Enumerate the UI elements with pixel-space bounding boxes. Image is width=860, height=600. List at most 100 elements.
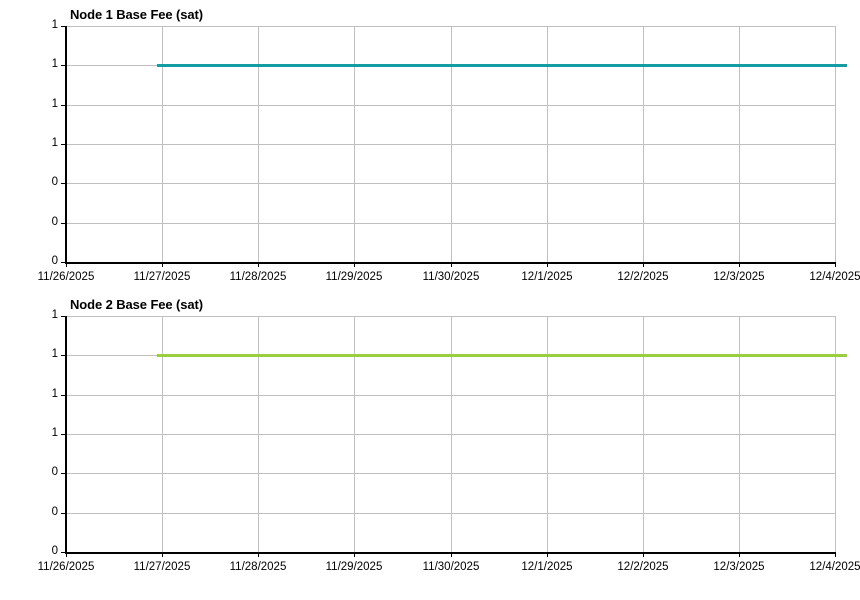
x-axis-tick xyxy=(451,552,452,557)
gridline-vertical xyxy=(258,26,259,262)
y-axis-line xyxy=(65,316,67,553)
gridline-vertical xyxy=(451,26,452,262)
x-axis-label: 12/3/2025 xyxy=(713,561,765,573)
y-axis-tick xyxy=(61,552,66,553)
y-axis-label: 1 xyxy=(51,137,58,149)
gridline-horizontal xyxy=(66,316,835,317)
gridline-vertical xyxy=(547,316,548,552)
gridline-vertical xyxy=(835,316,836,552)
y-axis-label: 0 xyxy=(51,176,58,188)
y-axis-line xyxy=(65,26,67,263)
x-axis-label: 12/4/2025 xyxy=(809,271,860,283)
y-axis-label: 0 xyxy=(51,216,58,228)
y-axis-tick xyxy=(61,513,66,514)
gridline-horizontal xyxy=(66,26,835,27)
gridline-vertical xyxy=(258,316,259,552)
y-axis-tick xyxy=(61,144,66,145)
gridline-vertical xyxy=(451,316,452,552)
x-axis-tick xyxy=(643,552,644,557)
y-axis-tick xyxy=(61,355,66,356)
chart-title: Node 1 Base Fee (sat) xyxy=(70,7,204,22)
x-axis-label: 11/26/2025 xyxy=(37,561,95,573)
gridline-horizontal xyxy=(66,513,835,514)
y-axis-tick xyxy=(61,316,66,317)
x-axis-tick xyxy=(162,262,163,267)
y-axis-label: 0 xyxy=(51,506,58,518)
x-axis-tick xyxy=(66,262,67,267)
x-axis-tick xyxy=(643,262,644,267)
chart-title: Node 2 Base Fee (sat) xyxy=(70,297,204,312)
plot-area: 1 1 1 1 0 0 0 11/26/2025 11/27/2025 11/28/2025 11/… xyxy=(38,19,860,282)
x-axis-tick xyxy=(547,262,548,267)
x-axis-line xyxy=(65,262,836,264)
x-axis-label: 11/29/2025 xyxy=(325,271,383,283)
x-axis-label: 12/2/2025 xyxy=(617,561,669,573)
gridline-vertical xyxy=(643,26,644,262)
plot-area: 1 1 1 1 0 0 0 11/26/2025 11/27/2025 11/28/2025 11/… xyxy=(38,309,860,572)
x-axis-label: 11/26/2025 xyxy=(37,271,95,283)
gridline-horizontal xyxy=(66,473,835,474)
x-axis-tick xyxy=(835,262,836,267)
gridline-vertical xyxy=(739,26,740,262)
x-axis-label: 11/30/2025 xyxy=(422,271,480,283)
x-axis-label: 12/3/2025 xyxy=(713,271,765,283)
gridline-vertical xyxy=(354,26,355,262)
y-axis-label: 1 xyxy=(51,388,58,400)
x-axis-label: 12/2/2025 xyxy=(617,271,669,283)
x-axis-label: 11/30/2025 xyxy=(422,561,480,573)
y-axis-label: 1 xyxy=(51,309,58,321)
y-axis-tick xyxy=(61,65,66,66)
y-axis-tick xyxy=(61,105,66,106)
gridline-horizontal xyxy=(66,144,835,145)
gridline-vertical xyxy=(354,316,355,552)
y-axis-label: 1 xyxy=(51,348,58,360)
y-axis-tick xyxy=(61,395,66,396)
gridline-vertical xyxy=(643,316,644,552)
x-axis-label: 11/29/2025 xyxy=(325,561,383,573)
y-axis-tick xyxy=(61,26,66,27)
gridline-vertical xyxy=(162,26,163,262)
y-axis-label: 1 xyxy=(51,19,58,31)
gridline-horizontal xyxy=(66,183,835,184)
gridline-vertical xyxy=(547,26,548,262)
x-axis-tick xyxy=(354,552,355,557)
x-axis-tick xyxy=(739,552,740,557)
x-axis-label: 11/27/2025 xyxy=(133,271,191,283)
x-axis-tick xyxy=(66,552,67,557)
y-axis-label: 1 xyxy=(51,58,58,70)
x-axis-tick xyxy=(258,552,259,557)
x-axis-line xyxy=(65,552,836,554)
y-axis-tick xyxy=(61,223,66,224)
gridline-horizontal xyxy=(66,105,835,106)
x-axis-tick xyxy=(162,552,163,557)
x-axis-label: 11/27/2025 xyxy=(133,561,191,573)
gridline-vertical xyxy=(739,316,740,552)
x-axis-tick xyxy=(835,552,836,557)
gridline-horizontal xyxy=(66,434,835,435)
x-axis-label: 11/28/2025 xyxy=(229,561,287,573)
gridline-vertical xyxy=(162,316,163,552)
x-axis-tick xyxy=(258,262,259,267)
x-axis-label: 12/4/2025 xyxy=(809,561,860,573)
x-axis-label: 11/28/2025 xyxy=(229,271,287,283)
y-axis-label: 0 xyxy=(51,255,58,267)
gridline-horizontal xyxy=(66,223,835,224)
gridline-vertical xyxy=(835,26,836,262)
series-line xyxy=(157,64,847,67)
y-axis-tick xyxy=(61,183,66,184)
x-axis-tick xyxy=(547,552,548,557)
series-line xyxy=(157,354,847,357)
x-axis-tick xyxy=(354,262,355,267)
y-axis-label: 1 xyxy=(51,98,58,110)
y-axis-tick xyxy=(61,473,66,474)
y-axis-tick xyxy=(61,434,66,435)
x-axis-label: 12/1/2025 xyxy=(521,271,573,283)
y-axis-tick xyxy=(61,262,66,263)
chart-panel-node-2: Node 2 Base Fee (sat) 1 1 1 1 0 0 0 11/26/2025 1… xyxy=(0,290,860,600)
chart-panel-node-1: Node 1 Base Fee (sat) 1 1 1 1 0 0 0 11/26/2025 1… xyxy=(0,0,860,290)
y-axis-label: 0 xyxy=(51,545,58,557)
gridline-horizontal xyxy=(66,395,835,396)
x-axis-tick xyxy=(739,262,740,267)
x-axis-tick xyxy=(451,262,452,267)
